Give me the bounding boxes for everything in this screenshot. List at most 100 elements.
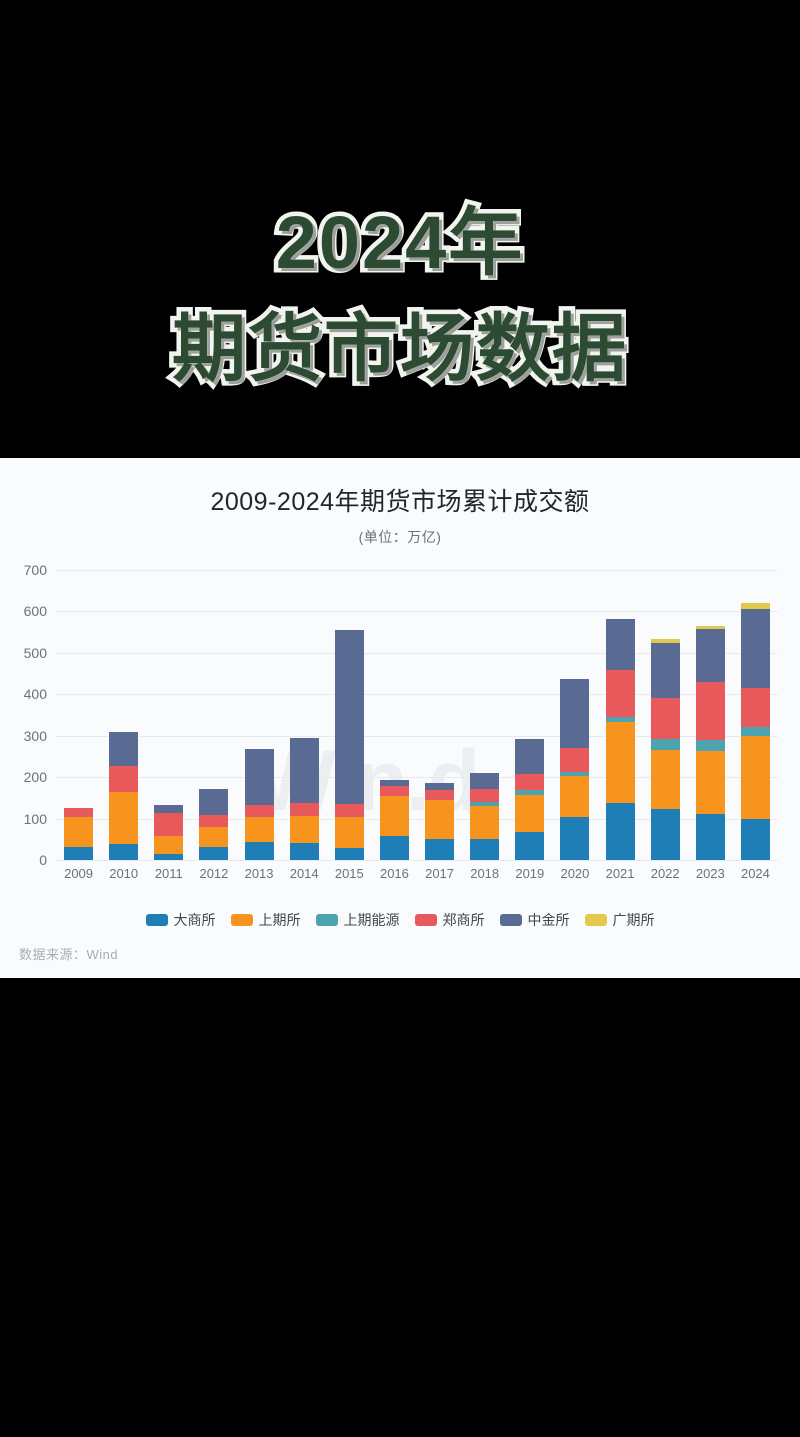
bar-segment[interactable] [64, 816, 94, 848]
bar-segment[interactable] [425, 782, 455, 791]
bar-segment[interactable] [605, 717, 635, 723]
bar-segment[interactable] [425, 839, 455, 860]
bar-slot[interactable] [462, 570, 507, 860]
bar-slot[interactable] [733, 570, 778, 860]
bar-segment[interactable] [470, 789, 500, 802]
bar-segment[interactable] [199, 789, 229, 816]
bar-segment[interactable] [650, 698, 680, 739]
bar-slot[interactable] [598, 570, 643, 860]
bar-segment[interactable] [695, 814, 725, 860]
bar-slot[interactable] [146, 570, 191, 860]
bar-segment[interactable] [154, 835, 184, 855]
bar-slot[interactable] [372, 570, 417, 860]
bar-segment[interactable] [64, 847, 94, 860]
legend-item-2[interactable]: 上期能源 [315, 910, 400, 930]
bar-slot[interactable] [688, 570, 733, 860]
bar-segment[interactable] [740, 819, 770, 860]
bar-slot[interactable] [237, 570, 282, 860]
bar-slot[interactable] [417, 570, 462, 860]
bar-segment[interactable] [695, 682, 725, 741]
legend-item-1[interactable]: 上期所 [230, 910, 301, 930]
bar-segment[interactable] [515, 738, 545, 774]
bar-segment[interactable] [515, 832, 545, 860]
legend-item-0[interactable]: 大商所 [145, 910, 216, 930]
stacked-bar[interactable] [64, 808, 94, 860]
stacked-bar[interactable] [515, 738, 545, 860]
bar-segment[interactable] [425, 790, 455, 800]
bar-segment[interactable] [289, 737, 319, 804]
bar-segment[interactable] [154, 854, 184, 860]
bar-segment[interactable] [560, 679, 590, 749]
bar-segment[interactable] [289, 816, 319, 844]
stacked-bar[interactable] [740, 602, 770, 860]
bar-segment[interactable] [740, 727, 770, 737]
bar-segment[interactable] [650, 809, 680, 860]
bar-slot[interactable] [101, 570, 146, 860]
stacked-bar[interactable] [470, 773, 500, 860]
bar-segment[interactable] [244, 842, 274, 860]
bar-segment[interactable] [695, 740, 725, 751]
legend-item-5[interactable]: 广期所 [584, 910, 655, 930]
bar-segment[interactable] [425, 799, 455, 840]
bar-segment[interactable] [560, 816, 590, 860]
bar-segment[interactable] [740, 602, 770, 609]
bar-segment[interactable] [109, 766, 139, 793]
bar-segment[interactable] [740, 608, 770, 688]
bar-segment[interactable] [199, 827, 229, 848]
stacked-bar[interactable] [199, 789, 229, 860]
stacked-bar[interactable] [695, 625, 725, 860]
bar-segment[interactable] [605, 670, 635, 718]
bar-segment[interactable] [605, 618, 635, 671]
bar-segment[interactable] [650, 638, 680, 643]
bar-segment[interactable] [695, 625, 725, 629]
bar-slot[interactable] [56, 570, 101, 860]
stacked-bar[interactable] [109, 732, 139, 860]
bar-segment[interactable] [334, 848, 364, 860]
bar-segment[interactable] [334, 630, 364, 805]
bar-segment[interactable] [334, 816, 364, 849]
stacked-bar[interactable] [334, 630, 364, 860]
bar-segment[interactable] [560, 772, 590, 776]
bar-segment[interactable] [109, 732, 139, 767]
bar-segment[interactable] [64, 808, 94, 817]
stacked-bar[interactable] [650, 638, 680, 860]
bar-segment[interactable] [605, 722, 635, 804]
bar-segment[interactable] [109, 792, 139, 844]
bar-segment[interactable] [470, 773, 500, 790]
bar-slot[interactable] [191, 570, 236, 860]
stacked-bar[interactable] [425, 782, 455, 860]
bar-segment[interactable] [244, 804, 274, 817]
bar-segment[interactable] [650, 738, 680, 751]
bar-slot[interactable] [282, 570, 327, 860]
bar-segment[interactable] [379, 780, 409, 786]
bar-segment[interactable] [244, 748, 274, 805]
bar-segment[interactable] [740, 736, 770, 819]
bar-segment[interactable] [695, 750, 725, 815]
stacked-bar[interactable] [379, 780, 409, 860]
bar-segment[interactable] [199, 847, 229, 860]
bar-segment[interactable] [650, 642, 680, 699]
bar-segment[interactable] [199, 815, 229, 828]
bar-segment[interactable] [244, 816, 274, 843]
bar-segment[interactable] [379, 795, 409, 836]
bar-segment[interactable] [289, 843, 319, 860]
bar-segment[interactable] [695, 628, 725, 683]
stacked-bar[interactable] [154, 804, 184, 860]
bar-segment[interactable] [379, 835, 409, 860]
bar-segment[interactable] [605, 803, 635, 860]
bar-segment[interactable] [379, 785, 409, 796]
stacked-bar[interactable] [560, 679, 590, 860]
bar-segment[interactable] [154, 813, 184, 836]
legend-item-3[interactable]: 郑商所 [414, 910, 485, 930]
bar-segment[interactable] [515, 794, 545, 833]
stacked-bar[interactable] [244, 748, 274, 860]
stacked-bar[interactable] [289, 737, 319, 860]
bar-segment[interactable] [289, 803, 319, 817]
bar-segment[interactable] [740, 687, 770, 728]
bar-segment[interactable] [560, 748, 590, 773]
stacked-bar[interactable] [605, 618, 635, 860]
bar-segment[interactable] [560, 775, 590, 817]
bar-segment[interactable] [154, 804, 184, 814]
bar-slot[interactable] [552, 570, 597, 860]
bar-slot[interactable] [507, 570, 552, 860]
